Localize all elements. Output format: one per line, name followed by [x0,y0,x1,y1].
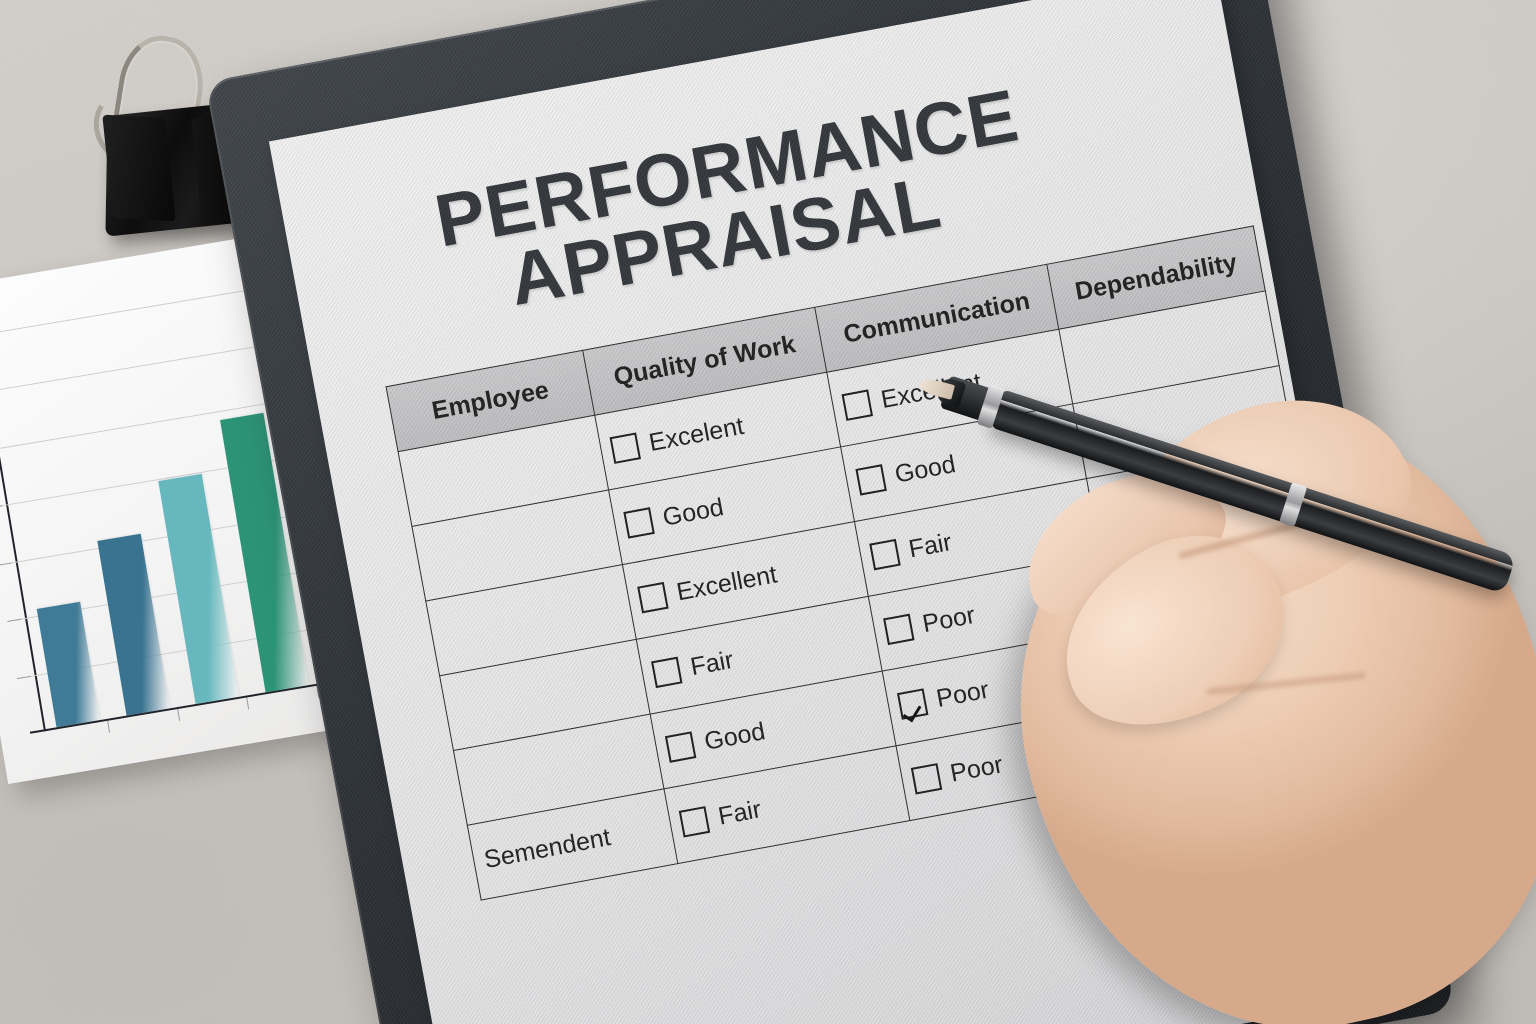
quality-of-work-label: Good [702,717,768,756]
page-title-line-2: APPRAISAL [502,159,948,322]
column-header-quality-of-work: Quality of Work [582,307,827,416]
cell-employee[interactable] [453,714,664,826]
checkbox-icon[interactable] [637,581,669,614]
checkbox-icon[interactable] [664,731,697,763]
option-row: Fair [651,621,868,689]
checkbox-icon[interactable] [651,656,683,689]
page-title-line-1: PERFORMANCE [428,73,1025,263]
chart-x-tick [246,697,250,710]
chart-x-tick [106,720,110,733]
cell-employee[interactable]: Semendent [467,788,678,900]
binder-clip-face-left [102,114,176,222]
option-row: Excelent [609,397,826,465]
cell-quality-of-work[interactable]: Fair [663,745,910,864]
cell-employee[interactable] [398,415,609,527]
quality-of-work-label: Fair [688,645,736,682]
quality-of-work-label: Good [660,493,726,532]
checkbox-icon[interactable] [609,432,641,464]
cell-quality-of-work[interactable]: Excelent [594,372,841,490]
checkbox-icon[interactable] [841,389,874,421]
option-row: Good [623,472,840,540]
chart-y-tick [7,618,22,623]
checkbox-icon[interactable] [678,806,711,838]
chart-y-tick [0,505,3,509]
cell-quality-of-work[interactable]: Fair [636,596,883,715]
cell-quality-of-work[interactable]: Good [608,446,855,565]
option-row: Excellent [637,547,854,615]
chart-bar [36,601,100,728]
cell-employee[interactable] [439,639,651,751]
cell-employee[interactable] [425,564,637,676]
option-row: Good [664,696,882,764]
chart-x-tick [176,709,180,722]
chart-y-tick [0,562,12,566]
cell-employee[interactable] [411,489,623,602]
employee-name: Semendent [481,823,613,874]
quality-of-work-label: Fair [715,795,764,831]
quality-of-work-label: Excellent [674,560,780,607]
cell-quality-of-work[interactable]: Good [650,671,897,789]
quality-of-work-label: Excelent [646,411,747,457]
hand-with-pen [876,300,1536,1024]
checkbox-icon[interactable] [623,507,655,539]
chart-bar [96,533,170,716]
cell-quality-of-work[interactable]: Excellent [622,521,869,640]
page-title: PERFORMANCE APPRAISAL [428,59,1144,326]
column-header-employee: Employee [386,350,595,452]
chart-bar [158,473,240,704]
option-row: Fair [678,771,896,839]
chart-y-tick [16,675,31,679]
